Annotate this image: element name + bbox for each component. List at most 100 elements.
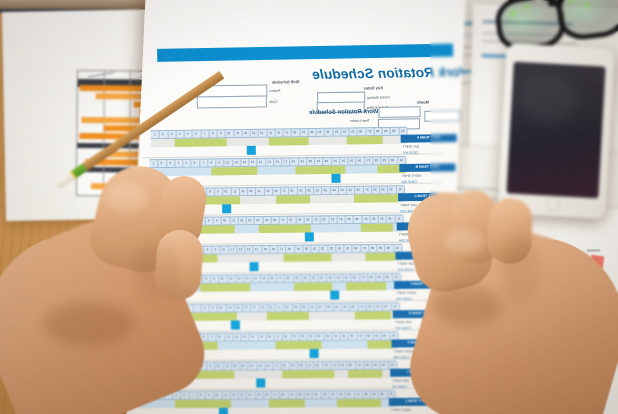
day-number: 26 bbox=[351, 304, 356, 309]
shift-band[interactable] bbox=[360, 223, 393, 232]
day-number: 14 bbox=[255, 246, 259, 251]
shift-band[interactable] bbox=[336, 399, 381, 407]
day-number: 16 bbox=[267, 333, 272, 338]
row-label-badge[interactable]: SHIFT TEAM A bbox=[400, 134, 457, 143]
day-number: 23 bbox=[322, 391, 327, 396]
day-cell[interactable]: 31 bbox=[386, 391, 396, 399]
day-number: 15 bbox=[264, 217, 269, 222]
day-cell[interactable]: 31 bbox=[390, 303, 400, 311]
day-number: 24 bbox=[340, 187, 344, 192]
day-number: 23 bbox=[329, 245, 333, 250]
day-number: 24 bbox=[342, 129, 347, 134]
highlight-cell[interactable] bbox=[249, 262, 259, 272]
day-number: 30 bbox=[384, 303, 389, 308]
shift-band[interactable] bbox=[348, 369, 383, 378]
left-hand bbox=[0, 157, 224, 414]
shift-band[interactable] bbox=[268, 399, 305, 408]
day-number: 28 bbox=[375, 128, 380, 133]
shift-band[interactable] bbox=[258, 224, 311, 233]
header-blue-band bbox=[157, 43, 454, 62]
day-number: 19 bbox=[293, 304, 298, 309]
row-label-badge[interactable]: SHIFT TEAM B bbox=[399, 163, 456, 173]
shift-band[interactable] bbox=[266, 311, 309, 320]
day-number: 10 bbox=[227, 130, 231, 135]
day-number: 19 bbox=[296, 246, 300, 251]
field-shift-team[interactable] bbox=[424, 110, 461, 122]
shift-band[interactable] bbox=[282, 370, 335, 378]
day-number: 14 bbox=[252, 304, 256, 309]
day-number: 30 bbox=[382, 362, 386, 367]
day-number: 26 bbox=[355, 216, 359, 221]
shift-band[interactable] bbox=[365, 252, 396, 261]
shift-band[interactable] bbox=[354, 311, 391, 320]
day-number: 28 bbox=[370, 245, 375, 250]
day-number: 24 bbox=[339, 216, 343, 221]
shift-band[interactable] bbox=[346, 136, 383, 145]
day-number: 12 bbox=[233, 363, 237, 368]
smartphone-screen[interactable] bbox=[506, 61, 606, 199]
smartphone[interactable] bbox=[497, 43, 615, 219]
day-number: 27 bbox=[358, 333, 362, 338]
shift-band[interactable] bbox=[268, 137, 309, 146]
shift-band[interactable] bbox=[174, 138, 227, 147]
day-number: 23 bbox=[326, 304, 331, 309]
day-number: 24 bbox=[337, 245, 342, 250]
day-number: 31 bbox=[400, 128, 405, 133]
day-number: 15 bbox=[258, 363, 262, 368]
day-cell[interactable]: 31 bbox=[389, 332, 399, 340]
day-number: 16 bbox=[272, 217, 277, 222]
shift-band[interactable] bbox=[294, 282, 333, 291]
day-number: 10 bbox=[226, 159, 230, 164]
day-number: 3 bbox=[169, 160, 171, 165]
day-number: 28 bbox=[368, 303, 372, 308]
shift-band[interactable] bbox=[367, 340, 394, 349]
day-number: 20 bbox=[300, 333, 305, 338]
day-number: 20 bbox=[304, 246, 309, 251]
day-number: 26 bbox=[356, 187, 361, 192]
day-number: 30 bbox=[388, 216, 392, 221]
shift-band[interactable] bbox=[283, 253, 332, 262]
day-number: 28 bbox=[369, 274, 373, 279]
day-number: 12 bbox=[241, 188, 245, 193]
shift-band[interactable] bbox=[276, 195, 311, 204]
highlight-cell[interactable] bbox=[309, 349, 319, 359]
day-number: 8 bbox=[210, 159, 213, 164]
day-number: 22 bbox=[316, 362, 320, 367]
day-number: 18 bbox=[285, 304, 289, 309]
day-number: 16 bbox=[266, 362, 270, 367]
day-number: 24 bbox=[333, 333, 338, 338]
day-number: 18 bbox=[281, 392, 286, 397]
day-number: 31 bbox=[395, 245, 399, 250]
day-number: 20 bbox=[298, 391, 302, 396]
day-number: 26 bbox=[352, 274, 357, 279]
day-number: 4 bbox=[177, 160, 180, 165]
highlight-cell[interactable] bbox=[330, 290, 340, 300]
shift-band[interactable] bbox=[275, 341, 322, 349]
shift-band[interactable] bbox=[354, 194, 399, 203]
highlight-cell[interactable] bbox=[331, 173, 341, 183]
day-number: 26 bbox=[359, 128, 363, 133]
right-hand bbox=[398, 184, 618, 414]
day-number: 26 bbox=[354, 245, 358, 250]
field-cycle[interactable] bbox=[196, 95, 267, 109]
day-number: 3 bbox=[170, 131, 173, 136]
day-number: 27 bbox=[356, 391, 360, 396]
day-number: 28 bbox=[366, 333, 371, 338]
shift-band[interactable] bbox=[346, 282, 387, 290]
day-number: 31 bbox=[389, 391, 393, 396]
day-number: 30 bbox=[380, 391, 385, 396]
day-number: 16 bbox=[265, 392, 269, 397]
day-cell[interactable]: 31 bbox=[387, 361, 398, 369]
day-number: 14 bbox=[257, 188, 262, 193]
highlight-cell[interactable] bbox=[304, 232, 314, 242]
highlight-cell[interactable] bbox=[230, 320, 240, 330]
highlight-cell[interactable] bbox=[256, 378, 266, 388]
highlight-cell[interactable] bbox=[246, 145, 256, 155]
field-year[interactable] bbox=[378, 106, 421, 118]
day-number: 14 bbox=[248, 392, 253, 397]
day-number: 14 bbox=[253, 275, 258, 280]
day-number: 11 bbox=[230, 246, 234, 251]
shift-band[interactable] bbox=[295, 165, 346, 174]
day-number: 14 bbox=[260, 130, 264, 135]
